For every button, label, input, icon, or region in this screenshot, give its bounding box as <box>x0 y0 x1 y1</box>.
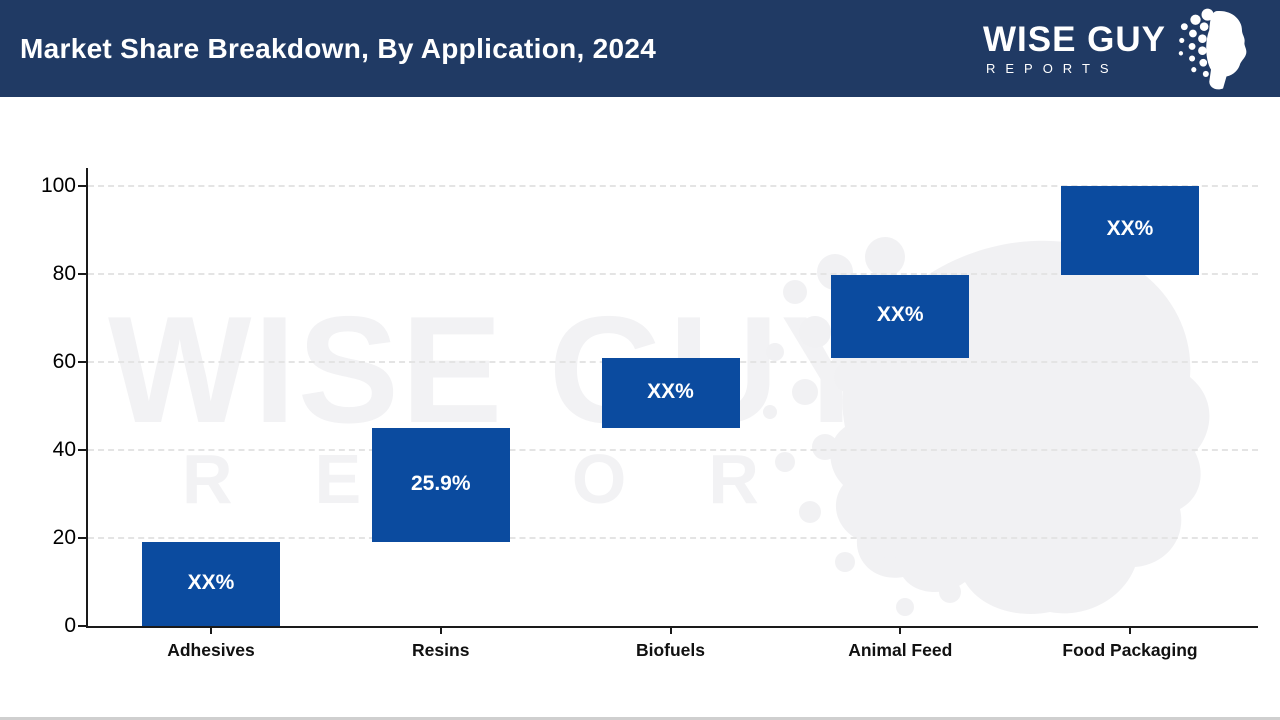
bar-label-animal-feed: XX% <box>876 303 924 327</box>
logo-text: WISE GUY REPORTS <box>982 19 1166 76</box>
y-tick-label-100: 100 <box>40 174 76 197</box>
x-tick-food-packaging <box>1129 626 1131 634</box>
bar-adhesives: XX% <box>142 542 280 626</box>
y-tick-60 <box>78 361 88 363</box>
gridline-100 <box>88 185 1258 187</box>
header: Market Share Breakdown, By Application, … <box>0 0 1280 97</box>
category-label-food-packaging: Food Packaging <box>1062 640 1198 660</box>
y-tick-label-0: 0 <box>64 614 76 637</box>
bar-animal-feed: XX% <box>831 274 970 359</box>
bar-biofuels: XX% <box>601 358 740 429</box>
gridline-40 <box>88 449 1258 451</box>
bar-label-resins: 25.9% <box>410 472 471 496</box>
x-tick-biofuels <box>669 626 672 634</box>
x-axis-line <box>86 626 1258 628</box>
watermark-head-icon <box>763 237 1210 616</box>
y-axis-line <box>86 168 88 628</box>
bar-resins: 25.9% <box>371 428 510 543</box>
bar-label-food-packaging: XX% <box>1106 217 1154 241</box>
category-label-adhesives: Adhesives <box>167 640 255 660</box>
y-tick-label-20: 20 <box>52 526 76 549</box>
y-tick-80 <box>78 273 88 275</box>
y-tick-label-40: 40 <box>52 438 76 461</box>
bar-food-packaging: XX% <box>1061 186 1199 275</box>
x-tick-animal-feed <box>899 626 902 634</box>
category-label-animal-feed: Animal Feed <box>848 640 953 660</box>
y-tick-20 <box>78 537 88 539</box>
gridline-80 <box>88 273 1258 275</box>
logo-wiseguy-text: WISE GUY <box>982 19 1166 59</box>
category-label-resins: Resins <box>412 640 470 660</box>
gridline-20 <box>88 537 1258 539</box>
y-tick-40 <box>78 449 88 451</box>
wise-guy-logo: WISE GUY REPORTS <box>983 6 1254 92</box>
bar-label-biofuels: XX% <box>647 380 694 404</box>
category-label-biofuels: Biofuels <box>635 640 706 660</box>
x-tick-resins <box>439 626 442 634</box>
y-tick-label-60: 60 <box>52 350 76 373</box>
page-title: Market Share Breakdown, By Application, … <box>20 32 657 64</box>
chart: WISE GUY REPORTS 0 20 40 60 80 100 XX% Adhesive… <box>0 97 1280 717</box>
bar-label-adhesives: XX% <box>187 571 235 595</box>
y-tick-100 <box>78 185 88 187</box>
logo-head-icon <box>1178 8 1247 89</box>
y-tick-label-80: 80 <box>52 262 76 285</box>
watermark-wiseguy-text: WISE GUY <box>108 285 885 455</box>
x-tick-adhesives <box>210 626 212 634</box>
logo-reports-text: REPORTS <box>985 60 1119 76</box>
y-tick-0 <box>78 625 88 627</box>
